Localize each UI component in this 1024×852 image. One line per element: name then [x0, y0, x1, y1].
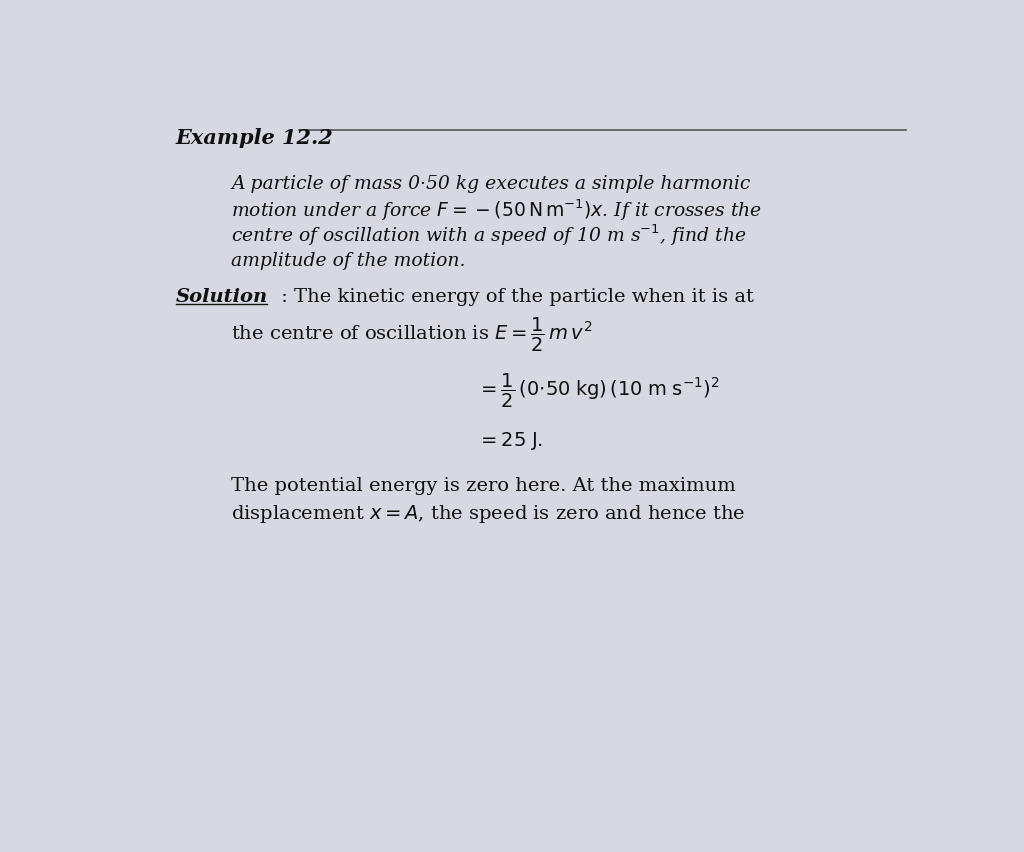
Text: amplitude of the motion.: amplitude of the motion. [231, 252, 466, 270]
Text: The potential energy is zero here. At the maximum: The potential energy is zero here. At th… [231, 477, 736, 495]
Text: $= \dfrac{1}{2}\,(0{\cdot}50\;\mathrm{kg})\,(10\;\mathrm{m\;s^{-1}})^{2}$: $= \dfrac{1}{2}\,(0{\cdot}50\;\mathrm{kg… [477, 371, 720, 410]
Text: A particle of mass 0·50 kg executes a simple harmonic: A particle of mass 0·50 kg executes a si… [231, 176, 751, 193]
Text: Solution: Solution [176, 288, 267, 306]
Text: $= 25\;\mathrm{J}.$: $= 25\;\mathrm{J}.$ [477, 430, 543, 452]
Text: the centre of oscillation is $E = \dfrac{1}{2}\,m\,v^{2}$: the centre of oscillation is $E = \dfrac… [231, 316, 593, 354]
Text: displacement $x = A$, the speed is zero and hence the: displacement $x = A$, the speed is zero … [231, 504, 745, 525]
Text: motion under a force $F = -(50\,\mathrm{N\,m^{-1}})x$. If it crosses the: motion under a force $F = -(50\,\mathrm{… [231, 197, 762, 222]
Text: Example 12.2: Example 12.2 [176, 129, 334, 148]
Text: centre of oscillation with a speed of 10 m s$^{-1}$, find the: centre of oscillation with a speed of 10… [231, 222, 746, 248]
Text: : The kinetic energy of the particle when it is at: : The kinetic energy of the particle whe… [274, 288, 754, 306]
